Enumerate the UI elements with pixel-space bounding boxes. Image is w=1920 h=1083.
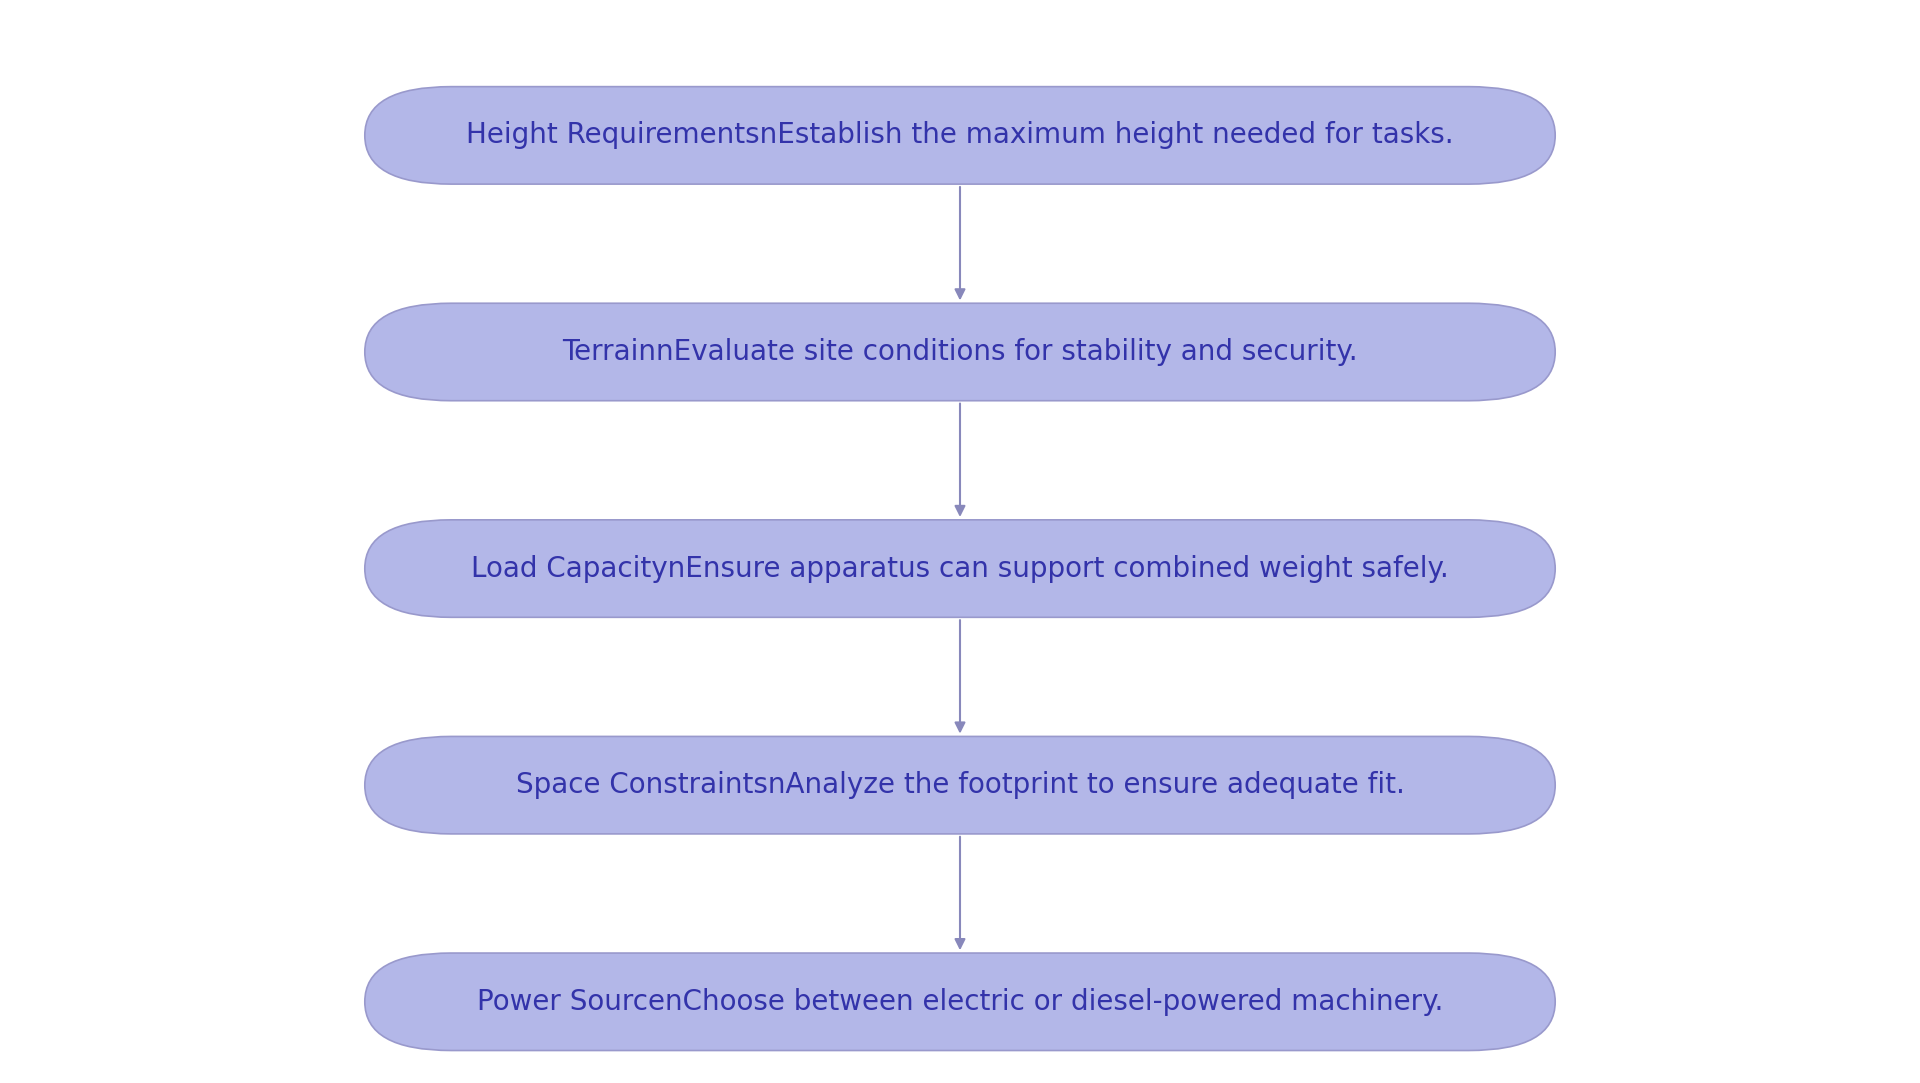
FancyBboxPatch shape bbox=[365, 303, 1555, 401]
Text: Power SourcenChoose between electric or diesel-powered machinery.: Power SourcenChoose between electric or … bbox=[476, 988, 1444, 1016]
Text: Space ConstraintsnAnalyze the footprint to ensure adequate fit.: Space ConstraintsnAnalyze the footprint … bbox=[516, 771, 1404, 799]
Text: Load CapacitynEnsure apparatus can support combined weight safely.: Load CapacitynEnsure apparatus can suppo… bbox=[470, 554, 1450, 583]
Text: TerrainnEvaluate site conditions for stability and security.: TerrainnEvaluate site conditions for sta… bbox=[563, 338, 1357, 366]
FancyBboxPatch shape bbox=[365, 87, 1555, 184]
Text: Height RequirementsnEstablish the maximum height needed for tasks.: Height RequirementsnEstablish the maximu… bbox=[467, 121, 1453, 149]
FancyBboxPatch shape bbox=[365, 736, 1555, 834]
FancyBboxPatch shape bbox=[365, 953, 1555, 1051]
FancyBboxPatch shape bbox=[365, 520, 1555, 617]
